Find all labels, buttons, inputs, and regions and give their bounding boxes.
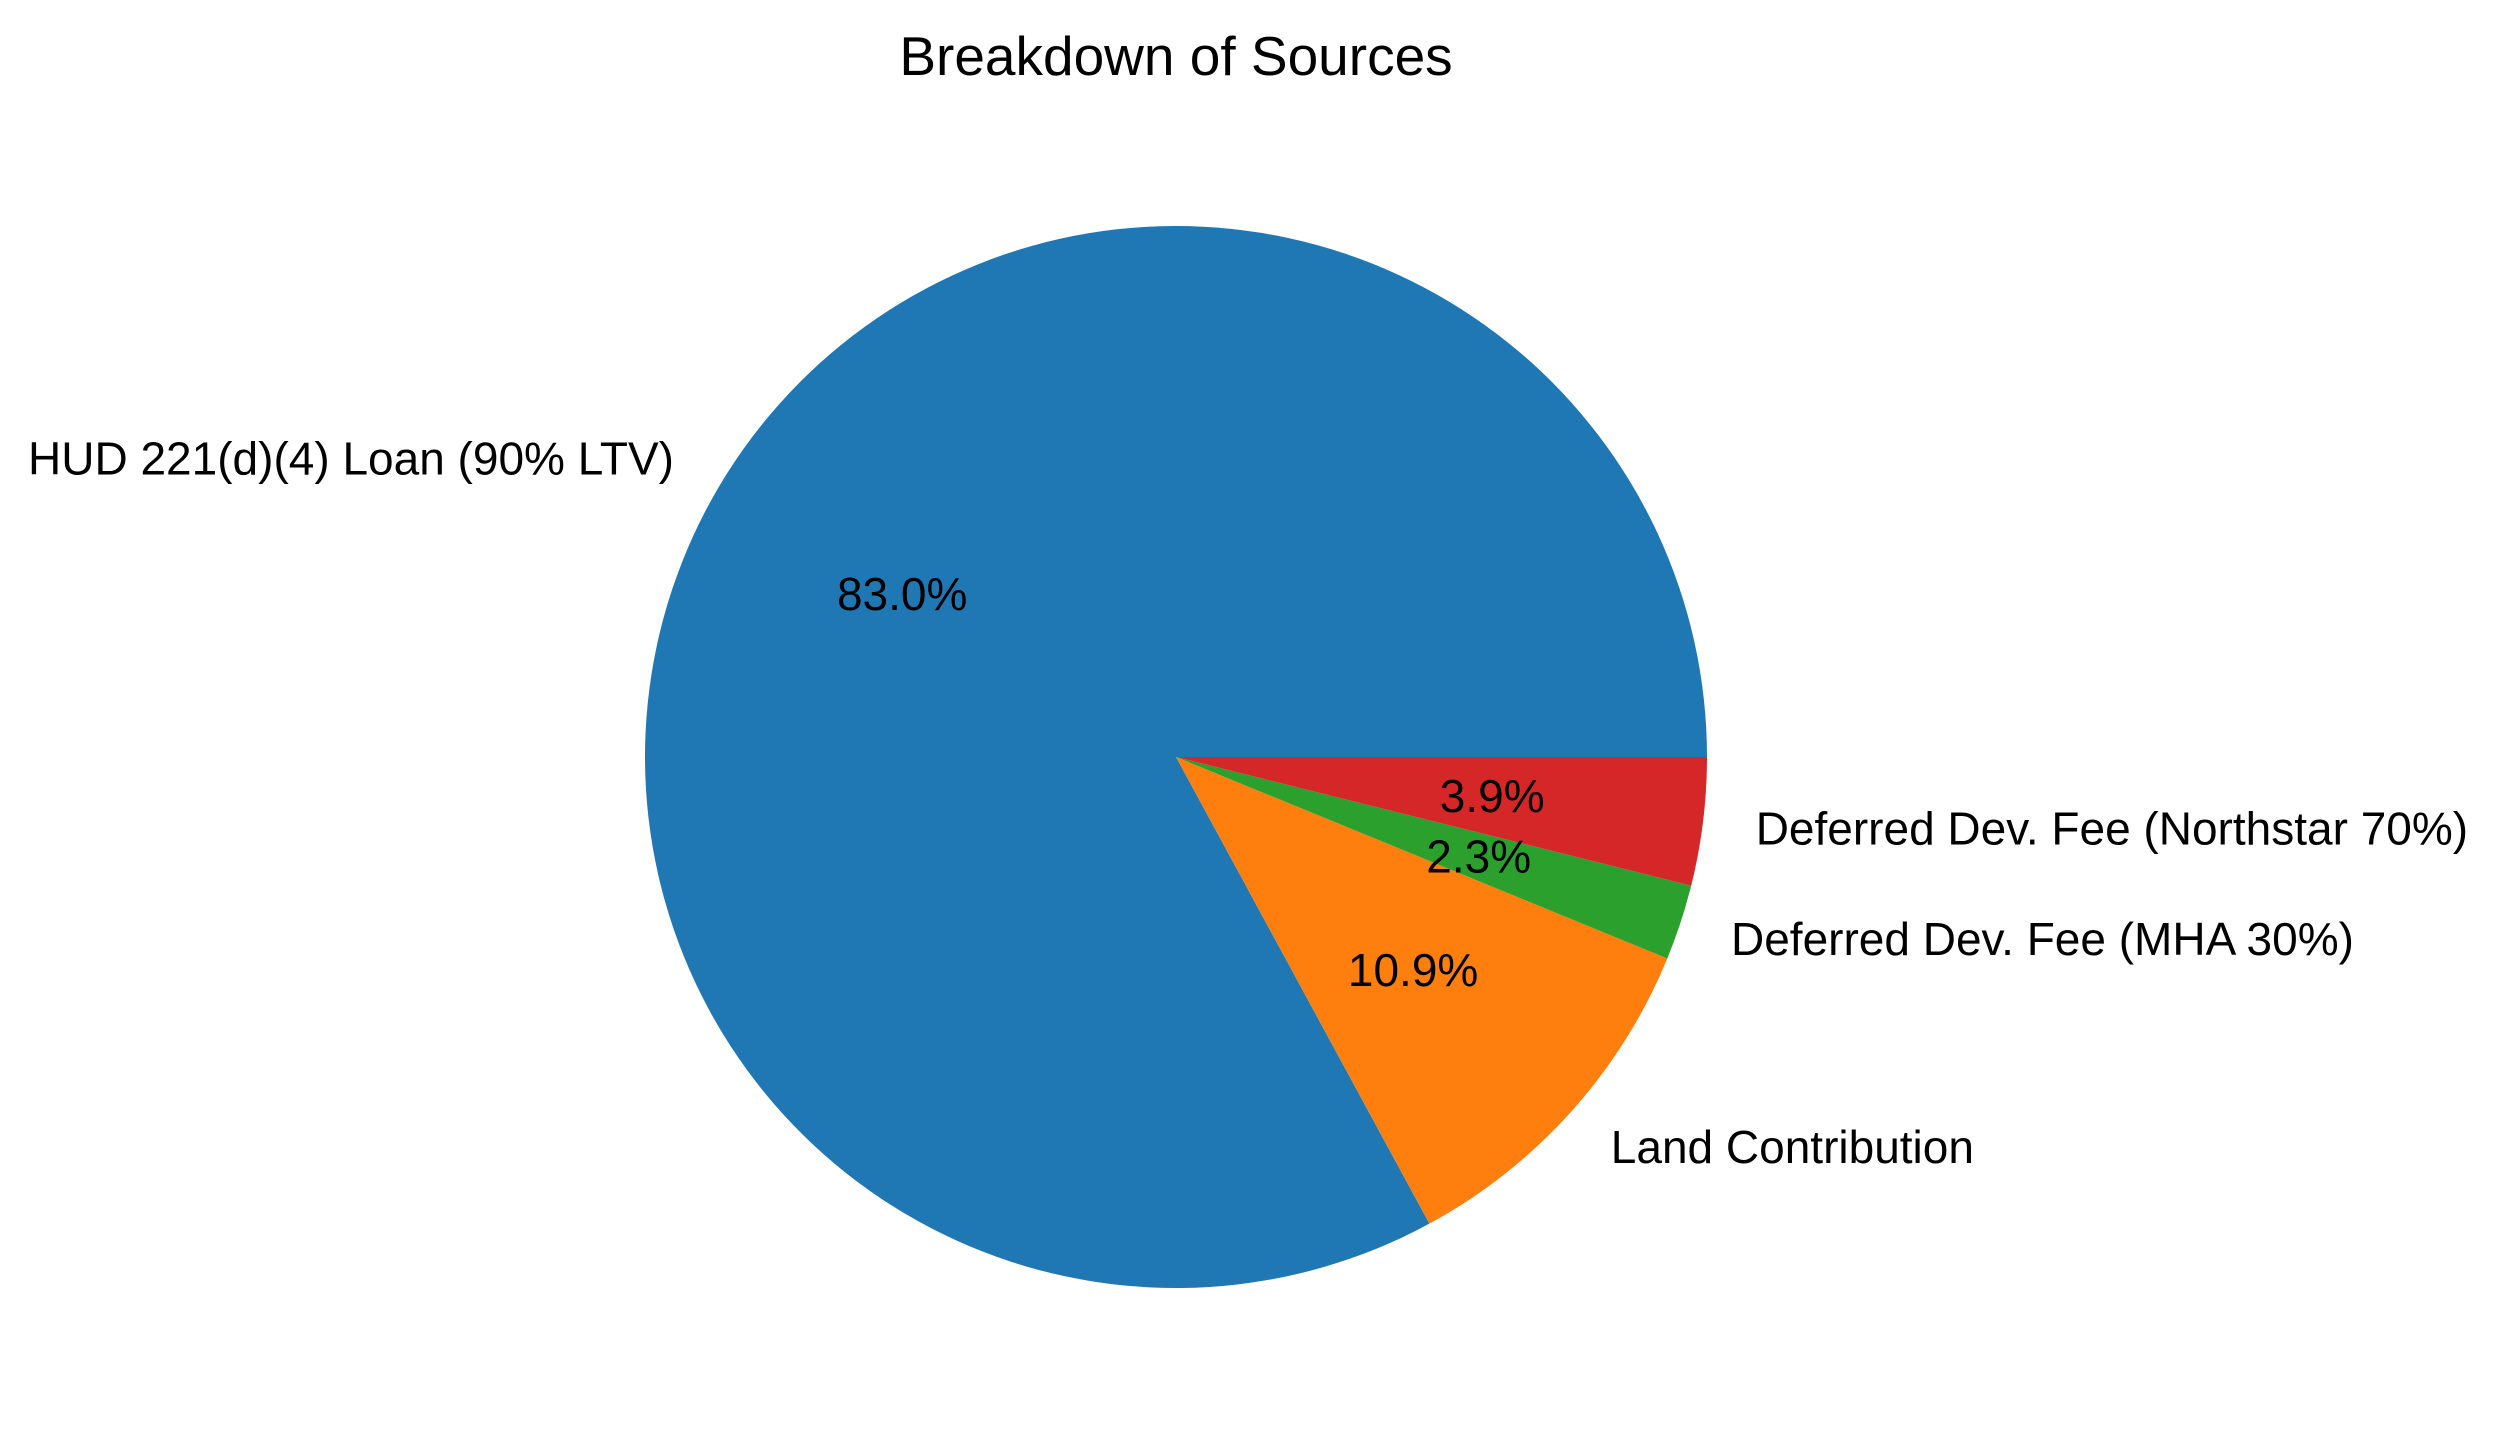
svg-text:HUD 221(d)(4) Loan (90% LTV): HUD 221(d)(4) Loan (90% LTV) — [28, 432, 674, 484]
svg-text:10.9%: 10.9% — [1348, 944, 1478, 996]
svg-text:Land Contribution: Land Contribution — [1611, 1121, 1974, 1173]
svg-text:Deferred Dev. Fee (Northstar 7: Deferred Dev. Fee (Northstar 70%) — [1756, 802, 2468, 854]
svg-text:2.3%: 2.3% — [1426, 830, 1531, 882]
svg-text:83.0%: 83.0% — [837, 568, 967, 620]
svg-text:3.9%: 3.9% — [1440, 770, 1545, 822]
svg-text:Deferred Dev. Fee (MHA 30%): Deferred Dev. Fee (MHA 30%) — [1731, 913, 2354, 965]
svg-text:Breakdown of Sources: Breakdown of Sources — [899, 25, 1452, 87]
